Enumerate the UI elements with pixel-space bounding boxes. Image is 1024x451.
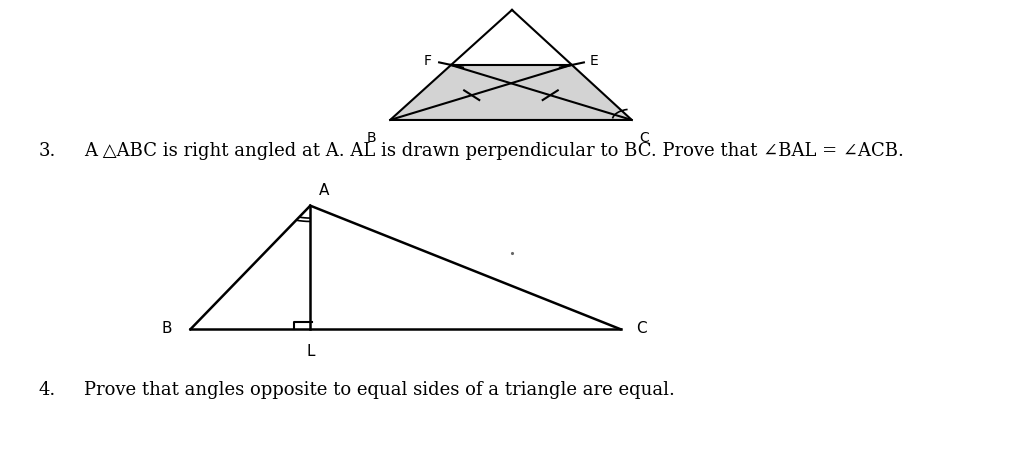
Polygon shape — [390, 65, 632, 120]
Text: Prove that angles opposite to equal sides of a triangle are equal.: Prove that angles opposite to equal side… — [84, 381, 675, 399]
Text: E: E — [590, 54, 598, 69]
Text: F: F — [424, 54, 432, 69]
Text: L: L — [306, 344, 314, 359]
Text: B: B — [367, 131, 377, 145]
Text: A: A — [318, 183, 329, 198]
Text: B: B — [162, 321, 172, 336]
Text: C: C — [636, 321, 646, 336]
Text: C: C — [639, 131, 649, 145]
Text: 4.: 4. — [39, 381, 56, 399]
Text: A △ABC is right angled at A. AL is drawn perpendicular to BC. Prove that ∠BAL = : A △ABC is right angled at A. AL is drawn… — [84, 142, 904, 160]
Text: 3.: 3. — [39, 142, 56, 160]
